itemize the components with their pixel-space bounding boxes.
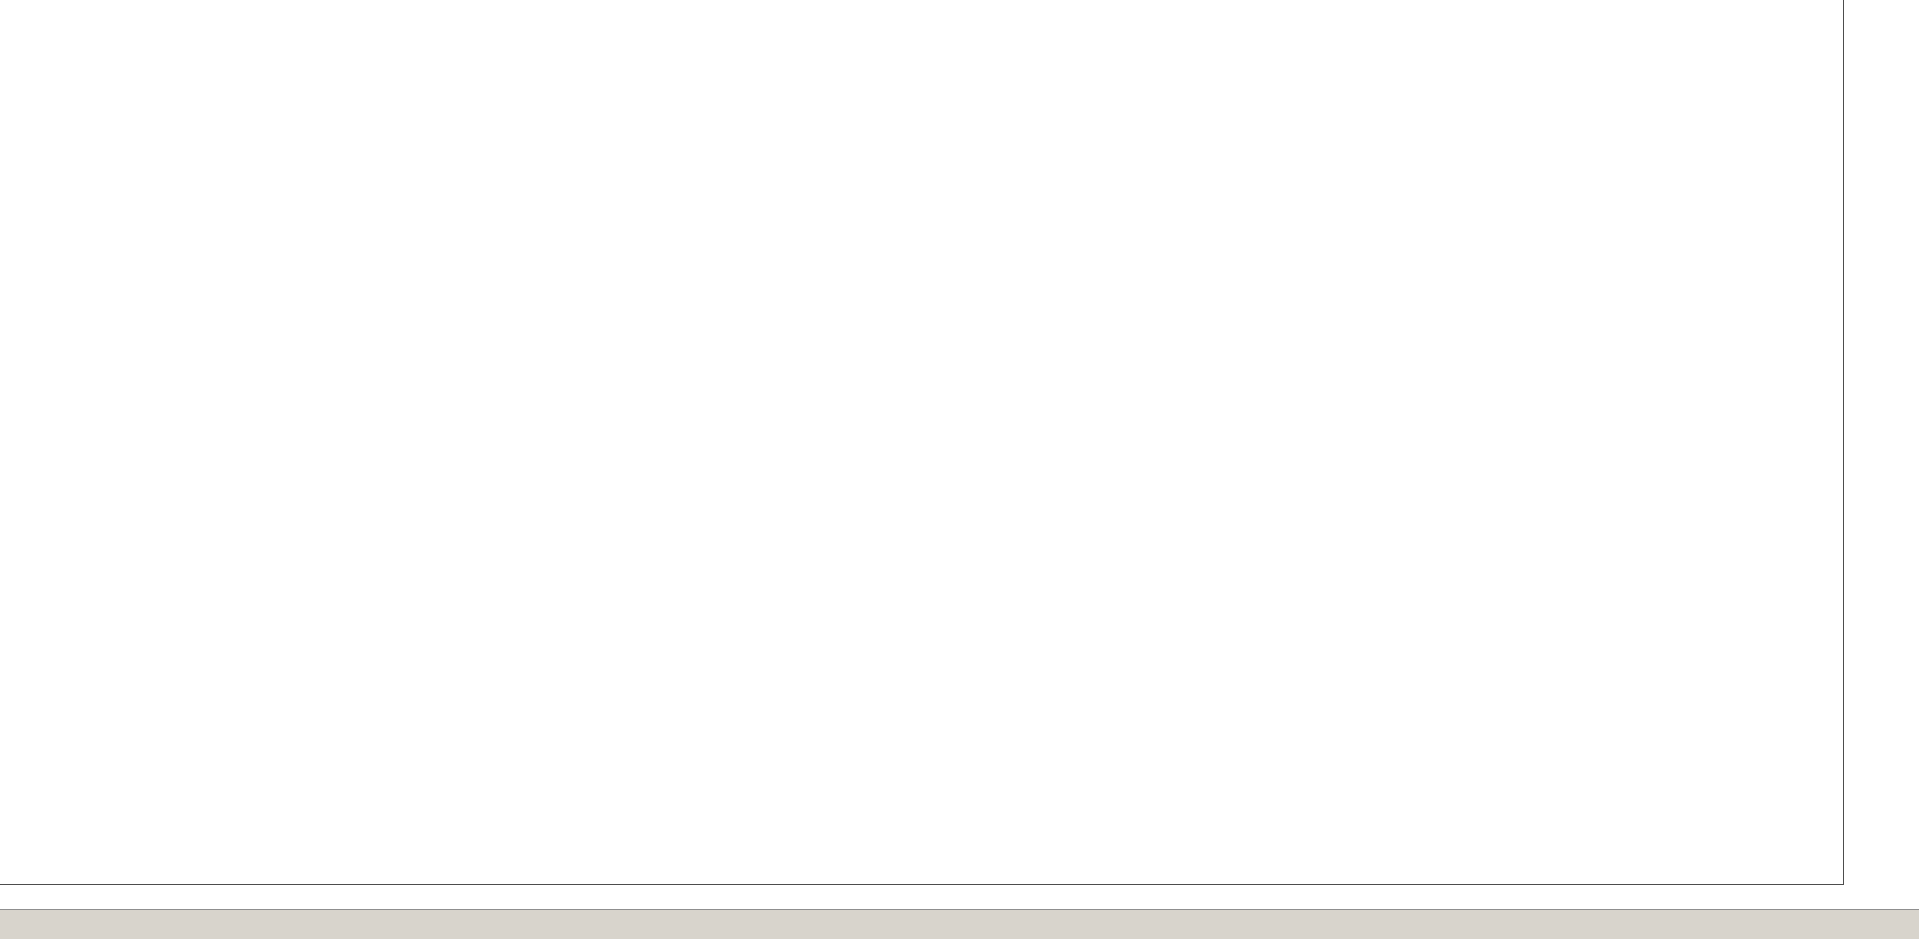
price-axis[interactable]	[1844, 0, 1919, 885]
status-text	[1799, 867, 1831, 881]
chart-canvas[interactable]	[0, 0, 1844, 885]
chart-tab-bar	[0, 909, 1919, 939]
price-chart	[0, 0, 1843, 884]
chart-and-axis-row	[0, 0, 1919, 885]
chart-header	[6, 3, 37, 17]
time-axis[interactable]	[0, 885, 1919, 909]
